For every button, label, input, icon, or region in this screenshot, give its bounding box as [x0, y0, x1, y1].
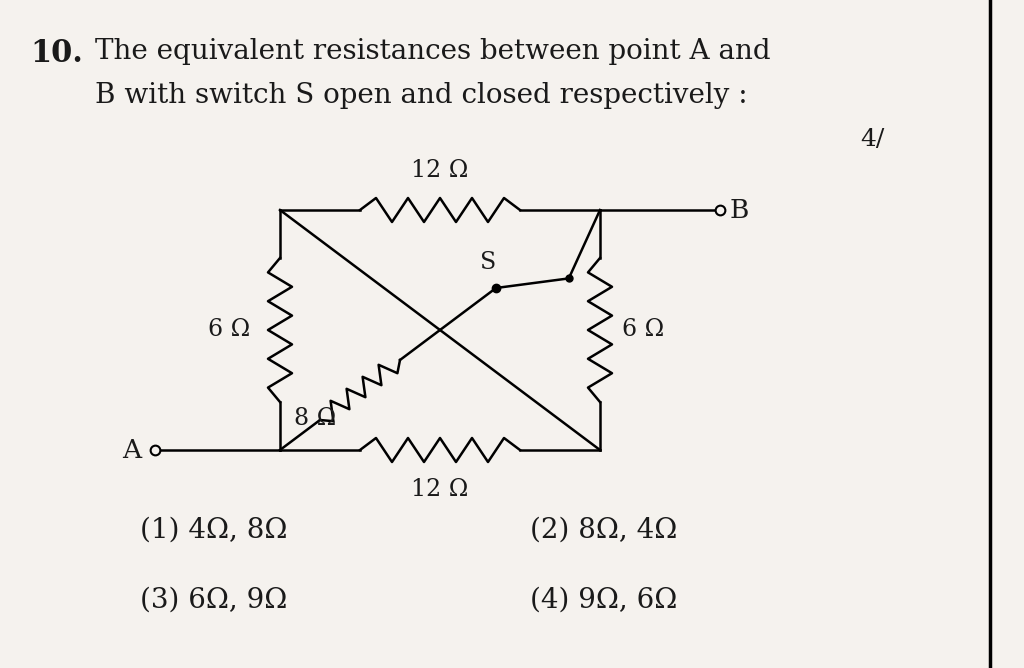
- Text: 4/: 4/: [860, 128, 885, 151]
- Text: (3) 6Ω, 9Ω: (3) 6Ω, 9Ω: [140, 587, 288, 613]
- Text: 8 Ω: 8 Ω: [294, 407, 336, 430]
- Text: (2) 8Ω, 4Ω: (2) 8Ω, 4Ω: [530, 516, 677, 544]
- Text: 12 Ω: 12 Ω: [412, 478, 469, 501]
- Text: B: B: [730, 198, 750, 222]
- Text: 10.: 10.: [30, 38, 83, 69]
- Text: A: A: [122, 438, 141, 462]
- Text: The equivalent resistances between point A and: The equivalent resistances between point…: [95, 38, 771, 65]
- Text: S: S: [480, 251, 496, 274]
- Text: B with switch S open and closed respectively :: B with switch S open and closed respecti…: [95, 82, 748, 109]
- Text: 6 Ω: 6 Ω: [208, 319, 250, 341]
- Text: (4) 9Ω, 6Ω: (4) 9Ω, 6Ω: [530, 587, 677, 613]
- Text: 12 Ω: 12 Ω: [412, 159, 469, 182]
- Text: (1) 4Ω, 8Ω: (1) 4Ω, 8Ω: [140, 516, 288, 544]
- Text: 6 Ω: 6 Ω: [622, 319, 665, 341]
